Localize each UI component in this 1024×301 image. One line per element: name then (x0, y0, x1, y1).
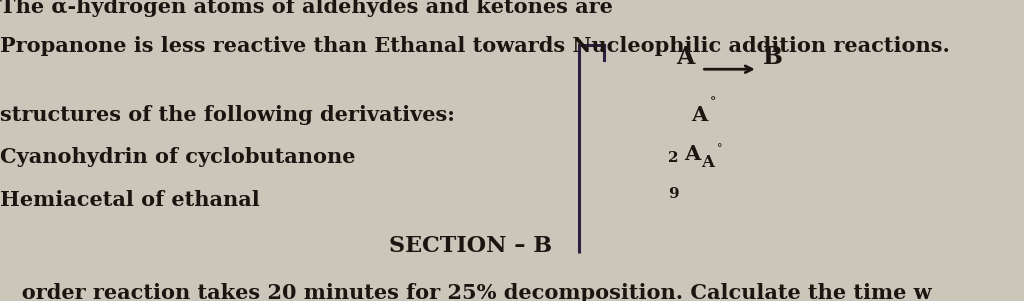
Text: SECTION – B: SECTION – B (389, 235, 552, 257)
Text: The α-hydrogen atoms of aldehydes and ketones are: The α-hydrogen atoms of aldehydes and ke… (0, 0, 613, 17)
Text: °: ° (710, 96, 716, 109)
Text: B: B (763, 45, 782, 69)
Text: Hemiacetal of ethanal: Hemiacetal of ethanal (0, 190, 260, 209)
Text: structures of the following derivatives:: structures of the following derivatives: (0, 105, 455, 125)
Text: Propanone is less reactive than Ethanal towards Nucleophilic addition reactions.: Propanone is less reactive than Ethanal … (0, 36, 950, 56)
Text: Cyanohydrin of cyclobutanone: Cyanohydrin of cyclobutanone (0, 147, 355, 167)
Text: °: ° (717, 144, 722, 154)
Text: A: A (676, 45, 694, 69)
Text: A: A (684, 144, 700, 164)
Text: A: A (701, 154, 715, 170)
Text: 2: 2 (668, 150, 678, 165)
Text: 9: 9 (668, 187, 678, 201)
Text: order reaction takes 20 minutes for 25% decomposition. Calculate the time w: order reaction takes 20 minutes for 25% … (0, 283, 932, 301)
Text: A: A (691, 105, 708, 125)
